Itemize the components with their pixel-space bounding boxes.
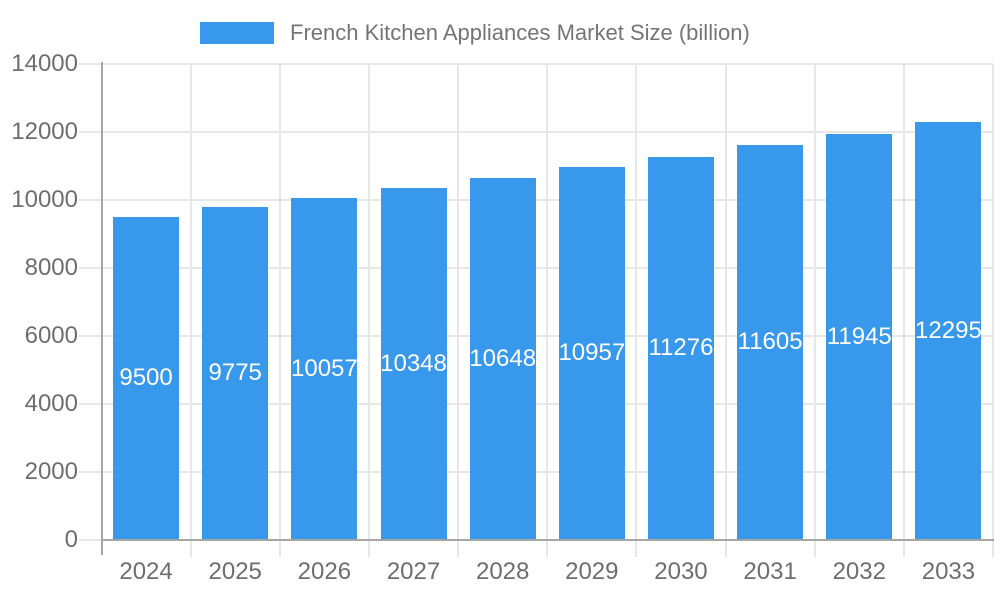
y-axis-tick-label: 6000 bbox=[24, 321, 78, 349]
gridline-vertical bbox=[278, 64, 281, 540]
x-axis-tick-label: 2032 bbox=[832, 558, 886, 585]
y-axis-tick-label: 4000 bbox=[24, 389, 78, 417]
x-axis-line bbox=[100, 538, 994, 541]
x-axis-tick bbox=[724, 540, 727, 557]
y-axis-tick bbox=[79, 538, 102, 541]
bar-value-label: 10057 bbox=[291, 354, 358, 382]
bar-2028[interactable] bbox=[469, 177, 536, 540]
y-axis-tick-label: 2000 bbox=[24, 457, 78, 485]
x-axis-tick-label: 2024 bbox=[119, 558, 173, 585]
x-axis-tick-label: 2029 bbox=[565, 558, 619, 585]
x-axis-tick-label: 2026 bbox=[297, 558, 352, 585]
bar-2033[interactable] bbox=[915, 121, 982, 540]
bar-value-label: 10348 bbox=[380, 349, 447, 377]
bar-value-label: 11605 bbox=[737, 328, 803, 356]
y-axis-tick bbox=[79, 130, 102, 133]
bar-value-label: 11945 bbox=[826, 322, 892, 350]
gridline-vertical bbox=[189, 64, 192, 540]
x-axis-tick-label: 2028 bbox=[475, 558, 530, 585]
x-axis-tick bbox=[813, 540, 816, 557]
bar-value-label: 9775 bbox=[208, 359, 262, 387]
bar-2031[interactable] bbox=[737, 145, 804, 540]
gridline-vertical bbox=[992, 64, 994, 540]
gridline-vertical bbox=[635, 64, 638, 540]
x-axis-tick bbox=[546, 540, 549, 557]
y-axis-tick-label: 8000 bbox=[24, 253, 78, 281]
bar-2024[interactable] bbox=[113, 216, 180, 540]
x-axis-tick-label: 2030 bbox=[654, 558, 708, 585]
x-axis-tick bbox=[902, 540, 905, 557]
legend-swatch-icon bbox=[200, 22, 274, 44]
y-axis-tick bbox=[79, 402, 102, 405]
gridline-vertical bbox=[546, 64, 549, 540]
legend-label: French Kitchen Appliances Market Size (b… bbox=[290, 20, 750, 45]
x-axis-tick bbox=[367, 540, 370, 557]
bar-value-label: 12295 bbox=[915, 316, 982, 344]
x-axis-tick bbox=[278, 540, 281, 557]
bar-2029[interactable] bbox=[558, 167, 625, 540]
y-axis-tick bbox=[79, 63, 102, 65]
x-axis-tick-label: 2027 bbox=[386, 558, 441, 585]
x-axis-tick-label: 2033 bbox=[921, 558, 976, 585]
gridline-vertical bbox=[902, 64, 905, 540]
bar-value-label: 10957 bbox=[558, 339, 626, 367]
y-axis-tick bbox=[79, 334, 102, 337]
bar-value-label: 9500 bbox=[119, 364, 173, 392]
y-axis-tick-label: 14000 bbox=[11, 50, 78, 77]
x-axis-tick bbox=[992, 540, 994, 557]
bar-2027[interactable] bbox=[380, 188, 447, 540]
y-axis-tick-label: 12000 bbox=[11, 117, 78, 145]
chart-legend[interactable]: French Kitchen Appliances Market Size (b… bbox=[200, 20, 750, 46]
x-axis-tick bbox=[189, 540, 192, 557]
x-axis-tick-label: 2025 bbox=[208, 558, 262, 585]
y-axis-tick bbox=[79, 198, 102, 201]
gridline-vertical bbox=[367, 64, 370, 540]
bar-value-label: 11276 bbox=[648, 334, 714, 361]
y-axis-tick bbox=[79, 266, 102, 269]
y-axis-line bbox=[100, 62, 103, 555]
y-axis-tick bbox=[79, 470, 102, 473]
y-axis-tick-label: 10000 bbox=[11, 185, 78, 213]
gridline-vertical bbox=[457, 64, 460, 540]
gridline-vertical bbox=[813, 64, 816, 540]
bar-2025[interactable] bbox=[202, 207, 269, 540]
x-axis-tick-label: 2031 bbox=[743, 558, 797, 585]
y-axis-tick-label: 0 bbox=[64, 525, 78, 553]
bar-value-label: 10648 bbox=[469, 344, 537, 372]
x-axis-tick bbox=[635, 540, 638, 557]
gridline-vertical bbox=[724, 64, 727, 540]
bar-2026[interactable] bbox=[291, 197, 358, 540]
bar-2030[interactable] bbox=[647, 156, 714, 540]
bar-2032[interactable] bbox=[826, 133, 893, 540]
x-axis-tick bbox=[457, 540, 460, 557]
